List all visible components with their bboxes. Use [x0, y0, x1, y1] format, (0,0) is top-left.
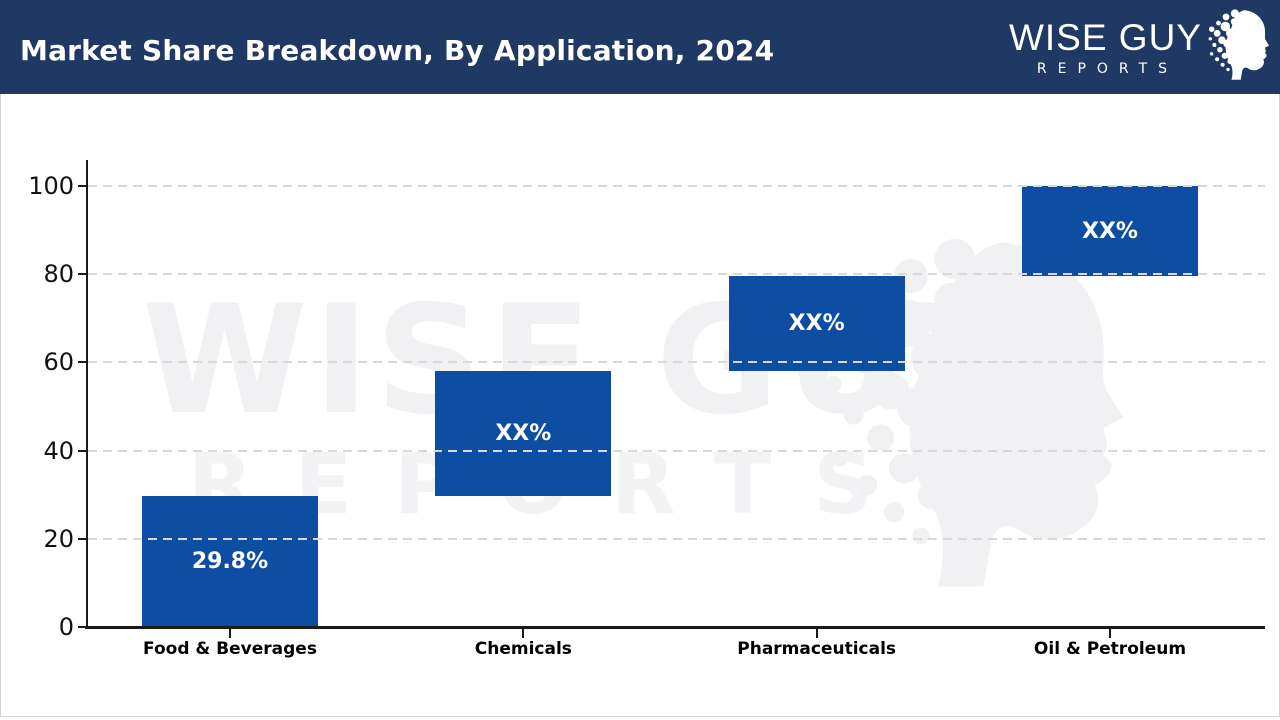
gridline-40 — [88, 449, 1265, 452]
gridline-60 — [88, 361, 1265, 364]
x-tick-mark — [229, 629, 231, 638]
y-tick-label: 100 — [28, 172, 74, 200]
x-tick-mark — [1108, 629, 1111, 638]
header: Market Share Breakdown, By Application, … — [0, 0, 1280, 94]
x-axis — [85, 626, 1265, 629]
y-tick-mark — [78, 626, 86, 628]
bar-oil-petroleum: XX% — [1021, 186, 1198, 277]
category-label: Food & Beverages — [143, 639, 317, 659]
y-tick-mark — [78, 449, 86, 452]
bar-value-label: 29.8% — [191, 548, 269, 574]
brand-logo: WISE GUY REPORTS — [1009, 6, 1274, 88]
y-tick-label: 0 — [58, 613, 74, 641]
category-label: Chemicals — [474, 639, 572, 659]
gridline-100 — [88, 185, 1265, 187]
page-title: Market Share Breakdown, By Application, … — [20, 33, 775, 67]
bar-value-label: XX% — [495, 420, 552, 446]
category-label: Oil & Petroleum — [1033, 639, 1187, 659]
bar-pharmaceuticals: XX% — [728, 276, 905, 372]
x-tick-mark — [815, 629, 818, 638]
y-tick-label: 80 — [43, 260, 74, 289]
y-tick-mark — [78, 537, 86, 540]
brand-text: WISE GUY REPORTS — [1009, 19, 1202, 76]
y-tick-mark — [78, 361, 86, 364]
bar-value-label: XX% — [788, 311, 845, 337]
y-axis — [86, 160, 88, 629]
brand-name: WISE GUY — [1008, 16, 1202, 58]
gridline-80 — [88, 273, 1265, 276]
x-tick-mark — [522, 629, 525, 638]
gridline-20 — [88, 537, 1265, 540]
y-tick-mark — [78, 185, 86, 187]
y-tick-label: 60 — [43, 348, 74, 377]
category-label: Pharmaceuticals — [737, 639, 897, 659]
bar-value-label: XX% — [1082, 218, 1138, 244]
y-tick-mark — [78, 273, 86, 276]
y-tick-label: 20 — [43, 524, 74, 553]
bar-food-beverages: 29.8% — [142, 495, 318, 627]
brand-subtitle: REPORTS — [1036, 60, 1179, 77]
y-tick-label: 40 — [43, 436, 74, 465]
bar-chemicals: XX% — [435, 371, 612, 496]
